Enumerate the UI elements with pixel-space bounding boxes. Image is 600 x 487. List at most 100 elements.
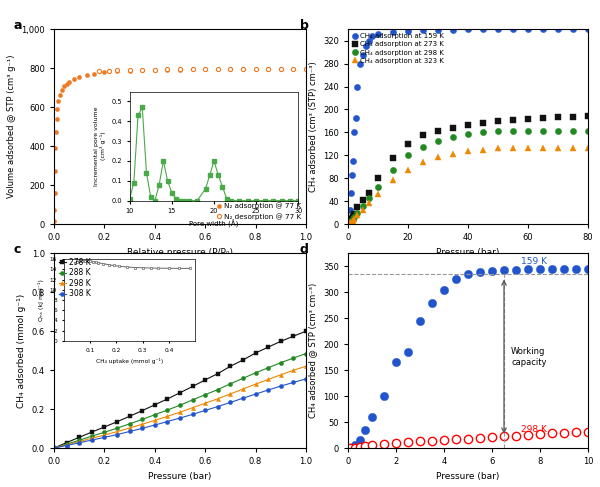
CH₄ adsorption at 159 K [346, 215, 353, 221]
Legend: CH₄ adsorption at 159 K, CH₄ adsorption at 273 K, CH₄ adsorption at 298 K, CH₄ a: CH₄ adsorption at 159 K, CH₄ adsorption … [352, 33, 445, 64]
CH₄ adsorption at 298 K [539, 128, 547, 133]
N₂ adsorption @ 77 K [302, 66, 310, 72]
308 K [151, 422, 158, 428]
298 K [277, 372, 284, 378]
298 K [239, 386, 247, 392]
CH₄ adsorption at 323 K [509, 145, 517, 151]
CH₄ adsorption at 298 K [479, 130, 487, 135]
CH₄ adsorption at 298 K [353, 209, 361, 215]
CH₄ adsorption at 273 K [389, 155, 397, 161]
308 K [63, 443, 70, 449]
308 K [176, 415, 184, 421]
Line: 298 K: 298 K [52, 364, 308, 450]
N₂ adsorption @ 77 K [83, 72, 91, 78]
N₂ desorption @ 77 K [277, 66, 284, 72]
N₂ adsorption @ 77 K [101, 70, 108, 75]
CH₄ adsorption at 159 K [350, 130, 358, 135]
N₂ adsorption @ 77 K [52, 145, 59, 151]
X-axis label: Relative pressure (P/P₀): Relative pressure (P/P₀) [127, 247, 233, 257]
308 K [277, 383, 284, 389]
N₂ adsorption @ 77 K [126, 68, 133, 74]
278 K [151, 402, 158, 408]
N₂ adsorption @ 77 K [58, 87, 65, 93]
CH₄ adsorption at 273 K [449, 125, 457, 131]
298 K [202, 400, 209, 406]
CH₄ adsorption at 159 K [464, 26, 472, 32]
CH₄ adsorption at 323 K [449, 150, 457, 156]
288 K [176, 402, 184, 408]
CH₄ adsorption at 273 K [434, 128, 442, 133]
CH₄ adsorption at 273 K [374, 175, 382, 181]
Legend: N₂ adsorption @ 77 K, N₂ desorption @ 77 K: N₂ adsorption @ 77 K, N₂ desorption @ 77… [215, 202, 302, 221]
N₂ adsorption @ 77 K [214, 66, 221, 72]
N₂ desorption @ 77 K [126, 67, 133, 73]
278 K [214, 371, 221, 376]
N₂ adsorption @ 77 K [239, 66, 247, 72]
CH₄ adsorption at 298 K [509, 128, 517, 133]
308 K [252, 391, 259, 397]
CH₄ adsorption at 159 K [449, 27, 457, 33]
288 K [239, 375, 247, 381]
308 K [126, 429, 133, 434]
CH₄ adsorption at 159 K [362, 43, 370, 49]
288 K [265, 365, 272, 371]
Text: Working
capacity: Working capacity [511, 347, 547, 367]
288 K [101, 430, 108, 435]
CH₄ adsorption at 159 K [356, 61, 364, 67]
CH₄ adsorption at 323 K [350, 216, 358, 222]
N₂ desorption @ 77 K [252, 66, 259, 72]
N₂ adsorption @ 77 K [91, 71, 98, 76]
CH₄ adsorption at 323 K [404, 167, 412, 172]
CH₄ adsorption at 323 K [347, 220, 354, 225]
CH₄ adsorption at 273 K [524, 116, 532, 122]
278 K [126, 413, 133, 419]
CH₄ adsorption at 298 K [374, 184, 382, 190]
CH₄ adsorption at 159 K [539, 26, 547, 32]
N₂ adsorption @ 77 K [52, 130, 59, 135]
CH₄ adsorption at 273 K [359, 197, 367, 203]
CH₄ adsorption at 273 K [347, 218, 354, 224]
278 K [239, 357, 247, 363]
CH₄ adsorption at 159 K [347, 207, 354, 213]
CH₄ adsorption at 159 K [524, 26, 532, 32]
CH₄ adsorption at 323 K [349, 218, 356, 224]
Line: N₂ desorption @ 77 K: N₂ desorption @ 77 K [97, 67, 308, 74]
CH₄ adsorption at 323 K [389, 178, 397, 184]
CH₄ adsorption at 298 K [349, 217, 356, 223]
N₂ adsorption @ 77 K [63, 81, 70, 87]
CH₄ adsorption at 323 K [346, 220, 353, 226]
298 K [126, 425, 133, 431]
CH₄ adsorption at 159 K [569, 26, 577, 32]
CH₄ adsorption at 323 K [346, 221, 353, 226]
X-axis label: Pressure (bar): Pressure (bar) [436, 247, 500, 257]
Line: 308 K: 308 K [52, 377, 308, 450]
Line: CH₄ adsorption at 298 K: CH₄ adsorption at 298 K [345, 128, 591, 227]
CH₄ adsorption at 323 K [344, 221, 352, 227]
CH₄ adsorption at 159 K [584, 26, 592, 32]
298 K [214, 396, 221, 402]
CH₄ adsorption at 159 K [404, 28, 412, 34]
CH₄ adsorption at 323 K [419, 159, 427, 165]
308 K [227, 399, 234, 405]
288 K [88, 433, 95, 439]
298 K [302, 363, 310, 369]
N₂ adsorption @ 77 K [55, 98, 62, 104]
N₂ adsorption @ 77 K [53, 116, 60, 122]
278 K [265, 344, 272, 350]
N₂ desorption @ 77 K [164, 66, 171, 72]
298 K [139, 421, 146, 427]
CH₄ adsorption at 298 K [569, 128, 577, 133]
CH₄ adsorption at 159 K [494, 26, 502, 32]
288 K [126, 421, 133, 427]
CH₄ adsorption at 273 K [350, 211, 358, 217]
CH₄ adsorption at 298 K [347, 218, 355, 224]
N₂ adsorption @ 77 K [56, 93, 63, 98]
N₂ desorption @ 77 K [96, 68, 103, 74]
N₂ adsorption @ 77 K [151, 67, 158, 73]
N₂ desorption @ 77 K [151, 67, 158, 73]
CH₄ adsorption at 323 K [365, 201, 373, 206]
CH₄ adsorption at 273 K [404, 141, 412, 147]
308 K [202, 408, 209, 413]
CH₄ adsorption at 298 K [494, 128, 502, 134]
N₂ adsorption @ 77 K [51, 169, 58, 174]
